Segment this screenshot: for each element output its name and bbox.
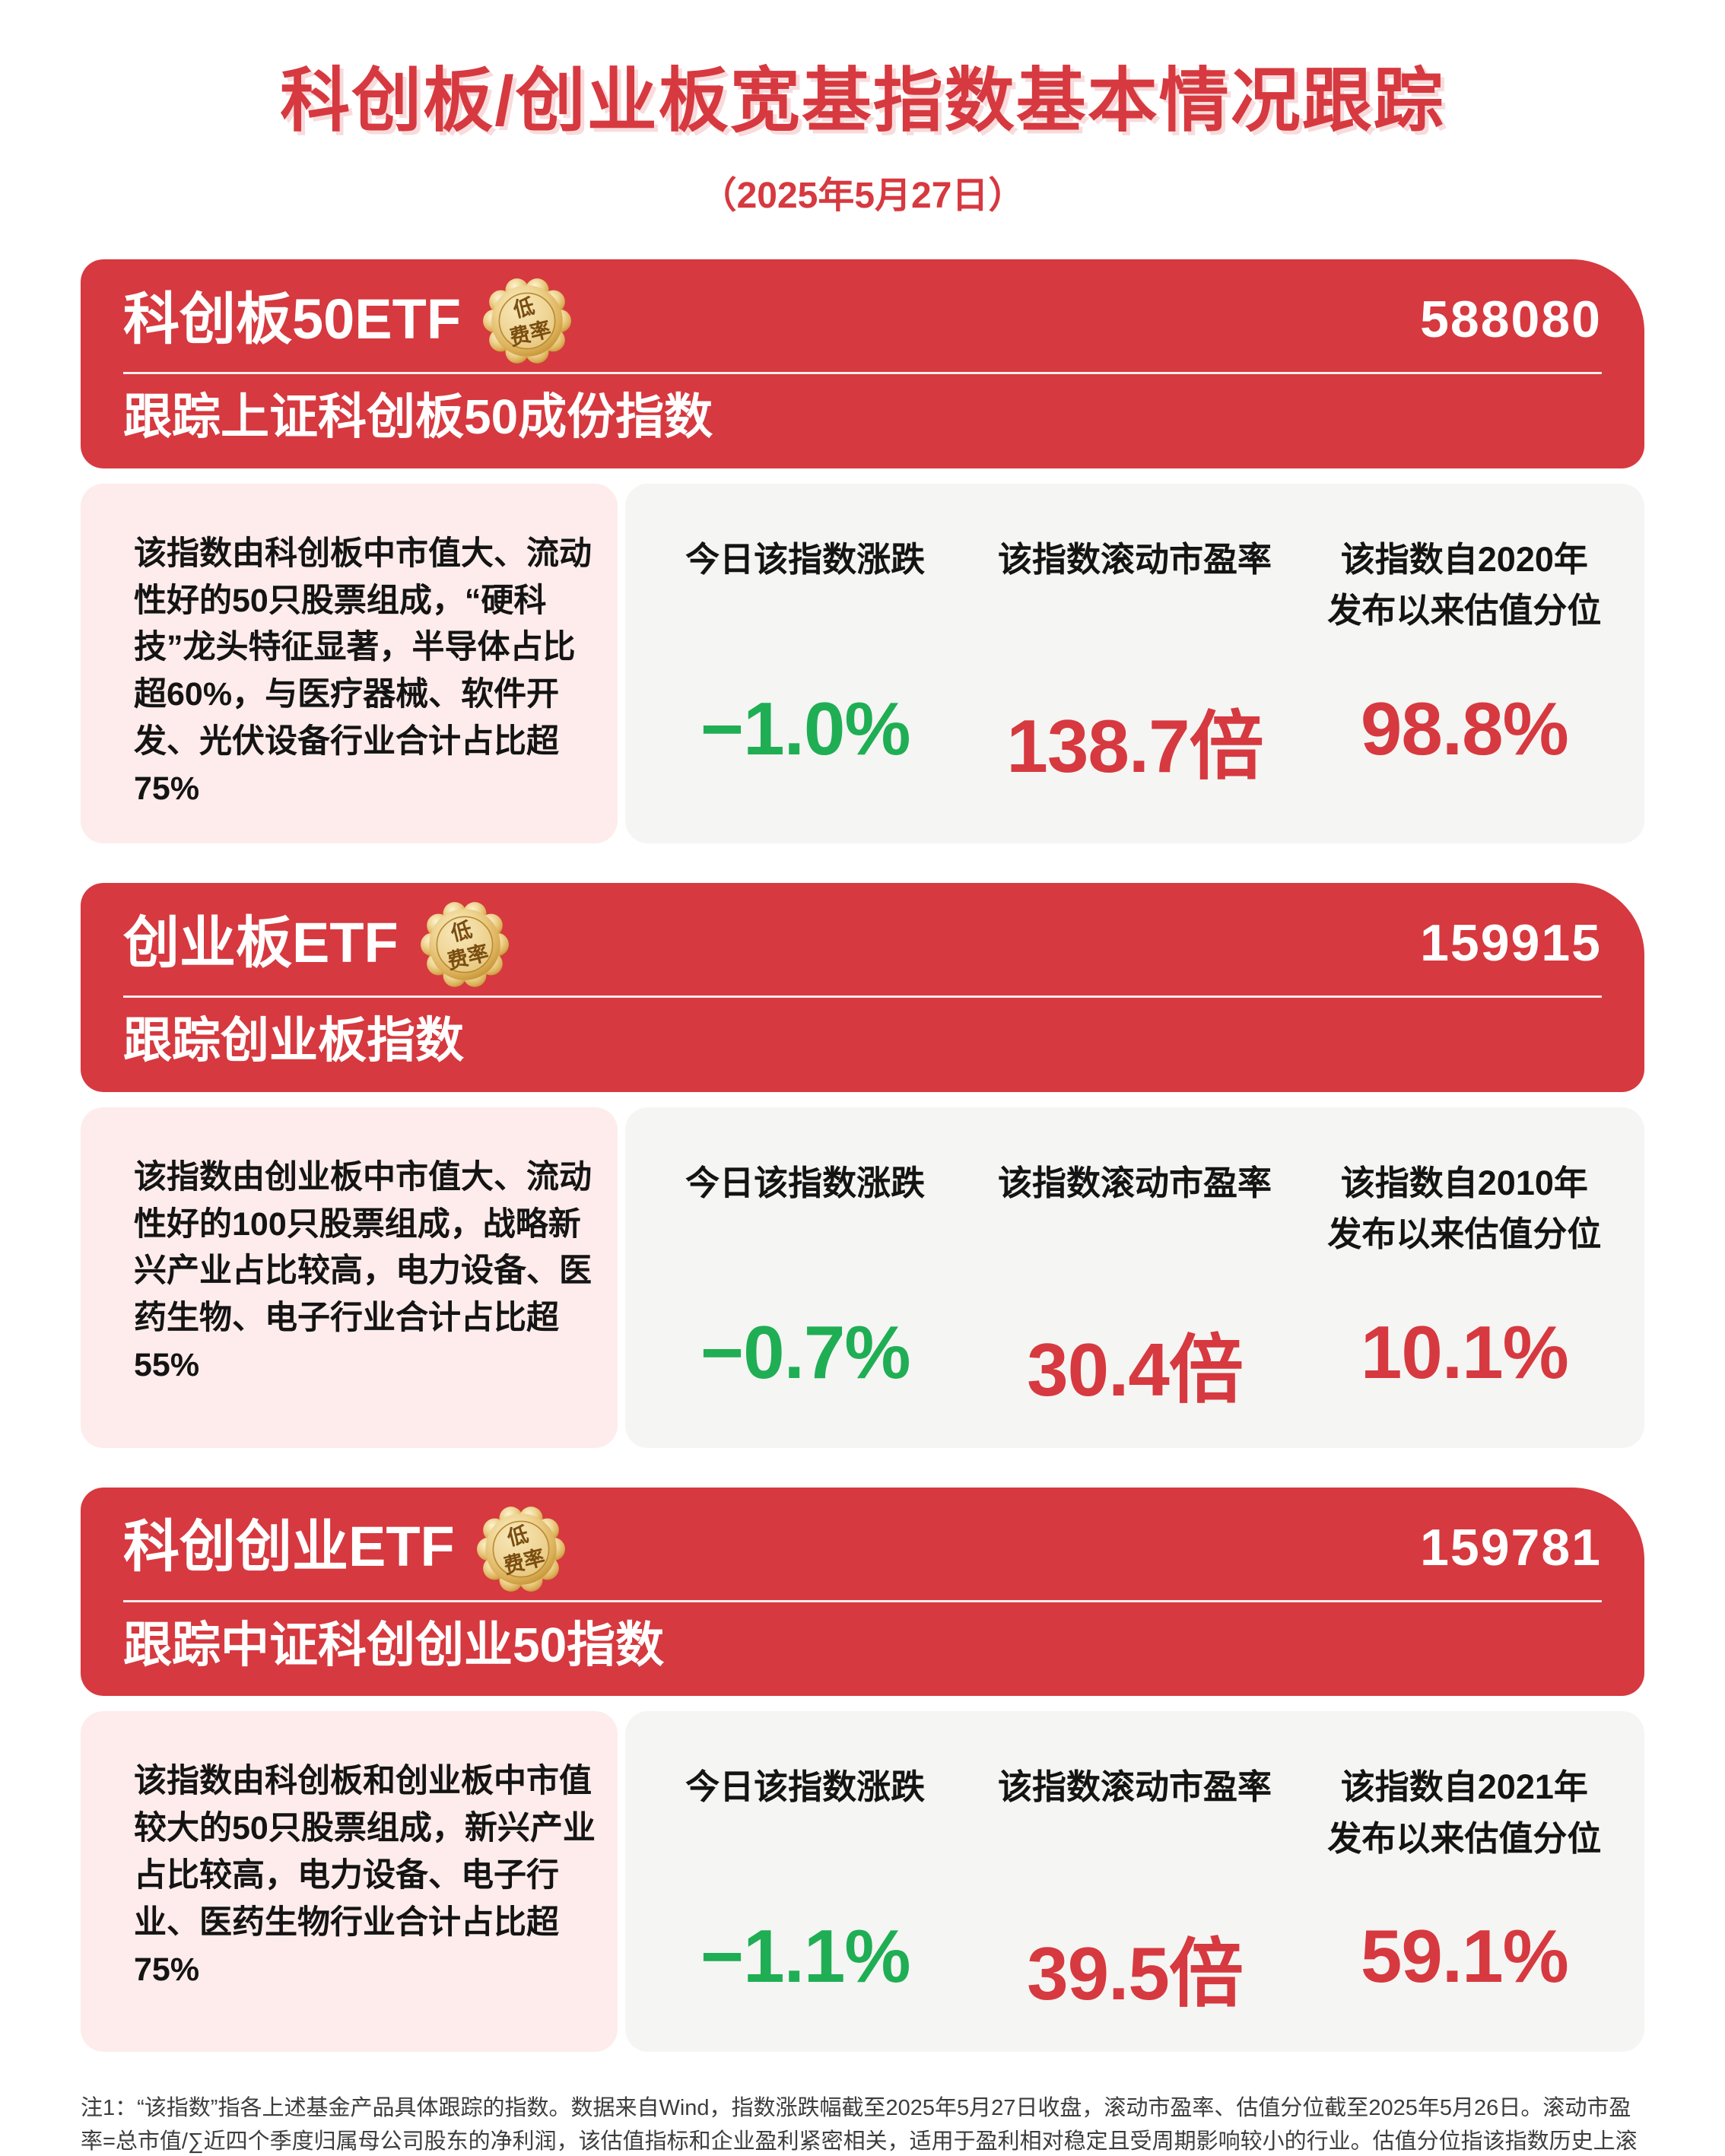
stat-daily-change: 今日该指数涨跌 −0.7% (640, 1157, 970, 1418)
stat-value: 98.8% (1360, 686, 1569, 770)
card-banner: 创业板ETF 低 费率 159915 跟踪创业板指数 (81, 883, 1644, 1092)
stat-daily-change: 今日该指数涨跌 −1.0% (640, 534, 970, 813)
poster-header: 科创板/创业板宽基指数基本情况跟踪 （2025年5月27日） (0, 0, 1725, 218)
stat-value: −1.1% (700, 1914, 911, 1999)
stat-label: 今日该指数涨跌 (685, 1767, 926, 1807)
stat-daily-change: 今日该指数涨跌 −1.1% (640, 1761, 970, 2021)
index-description: 该指数由创业板中市值大、流动性好的100只股票组成，战略新兴产业占比较高，电力设… (81, 1107, 618, 1448)
stats-panel: 今日该指数涨跌 −0.7% 该指数滚动市盈率 30.4倍 该指数自2010年 发布… (625, 1107, 1644, 1448)
stat-label: 该指数自2010年 发布以来估值分位 (1327, 1163, 1602, 1254)
stat-label: 该指数自2020年 发布以来估值分位 (1327, 539, 1602, 630)
stat-label: 该指数滚动市盈率 (997, 1163, 1272, 1202)
stat-label: 今日该指数涨跌 (685, 539, 926, 579)
etf-card-159915: 创业板ETF 低 费率 159915 跟踪创业板指数 该指数由创业板中市值大 (81, 883, 1644, 1448)
stats-panel: 今日该指数涨跌 −1.0% 该指数滚动市盈率 138.7倍 该指数自2020年发… (625, 483, 1644, 844)
stat-pe-ratio: 该指数滚动市盈率 39.5倍 (970, 1761, 1299, 2021)
etf-code: 159915 (1420, 914, 1602, 973)
card-body: 该指数由科创板和创业板中市值较大的50只股票组成，新兴产业占比较高，电力设备、电… (81, 1711, 1644, 2053)
banner-top-row: 科创创业ETF 低 费率 159781 (123, 1500, 1602, 1596)
etf-name: 科创创业ETF (123, 1515, 455, 1579)
etf-card-159781: 科创创业ETF 低 费率 159781 跟踪中证科创创业50指数 该指数由科 (81, 1487, 1644, 2053)
card-body: 该指数由创业板中市值大、流动性好的100只股票组成，战略新兴产业占比较高，电力设… (81, 1107, 1644, 1448)
stat-valuation-percentile: 该指数自2021年 发布以来估值分位 59.1% (1300, 1761, 1629, 2021)
etf-name: 科创板50ETF (123, 287, 462, 351)
tracking-index: 跟踪上证科创板50成份指数 (123, 389, 713, 444)
stat-valuation-percentile: 该指数自2010年 发布以来估值分位 10.1% (1300, 1157, 1629, 1418)
card-body: 该指数由科创板中市值大、流动性好的50只股票组成，“硬科技”龙头特征显著，半导体… (81, 483, 1644, 844)
banner-divider (123, 372, 1602, 374)
stat-value: −1.0% (700, 686, 911, 770)
stat-value: 10.1% (1360, 1310, 1569, 1394)
etf-code: 588080 (1420, 291, 1602, 348)
stat-valuation-percentile: 该指数自2020年 发布以来估值分位 98.8% (1300, 534, 1629, 813)
stat-value: 59.1% (1360, 1914, 1569, 1999)
tracking-index: 跟踪中证科创创业50指数 (123, 1617, 665, 1672)
page-title: 科创板/创业板宽基指数基本情况跟踪 (280, 62, 1445, 140)
etf-name: 创业板ETF (123, 910, 399, 974)
stat-value: 138.7倍 (1006, 703, 1263, 788)
tracking-index: 跟踪创业板指数 (123, 1013, 464, 1068)
stats-panel: 今日该指数涨跌 −1.1% 该指数滚动市盈率 39.5倍 该指数自2021年 发布… (625, 1711, 1644, 2053)
page-date: （2025年5月27日） (700, 176, 1025, 216)
etf-code: 159781 (1420, 1518, 1602, 1577)
stat-pe-ratio: 该指数滚动市盈率 30.4倍 (970, 1157, 1299, 1418)
banner-top-row: 创业板ETF 低 费率 159915 (123, 895, 1602, 991)
note-item: 注1：“该指数”指各上述基金产品具体跟踪的指数。数据来自Wind，指数涨跌幅截至… (81, 2096, 1638, 2154)
low-fee-seal-icon: 低 费率 (420, 902, 509, 987)
stat-value: −0.7% (700, 1310, 911, 1394)
stat-label: 今日该指数涨跌 (685, 1163, 926, 1202)
index-description: 该指数由科创板中市值大、流动性好的50只股票组成，“硬科技”龙头特征显著，半导体… (81, 483, 618, 844)
footnotes: 注1：“该指数”指各上述基金产品具体跟踪的指数。数据来自Wind，指数涨跌幅截至… (81, 2091, 1644, 2156)
stat-pe-ratio: 该指数滚动市盈率 138.7倍 (970, 534, 1299, 813)
etf-card-588080: 科创板50ETF 低 费率 588080 跟踪上证科创板50成份指数 该指数 (81, 259, 1644, 844)
card-banner: 科创创业ETF 低 费率 159781 跟踪中证科创创业50指数 (81, 1487, 1644, 1697)
stat-value: 39.5倍 (1027, 1932, 1244, 2016)
card-banner: 科创板50ETF 低 费率 588080 跟踪上证科创板50成份指数 (81, 259, 1644, 468)
stat-label: 该指数滚动市盈率 (997, 1767, 1272, 1807)
banner-divider (123, 995, 1602, 999)
stat-label: 该指数滚动市盈率 (997, 539, 1272, 579)
index-description: 该指数由科创板和创业板中市值较大的50只股票组成，新兴产业占比较高，电力设备、电… (81, 1711, 618, 2053)
low-fee-seal-icon: 低 费率 (476, 1506, 565, 1592)
banner-divider (123, 1599, 1602, 1602)
low-fee-seal-icon: 低 费率 (483, 278, 572, 364)
stat-label: 该指数自2021年 发布以来估值分位 (1327, 1767, 1602, 1858)
stat-value: 30.4倍 (1027, 1327, 1244, 1411)
banner-top-row: 科创板50ETF 低 费率 588080 (123, 271, 1602, 367)
